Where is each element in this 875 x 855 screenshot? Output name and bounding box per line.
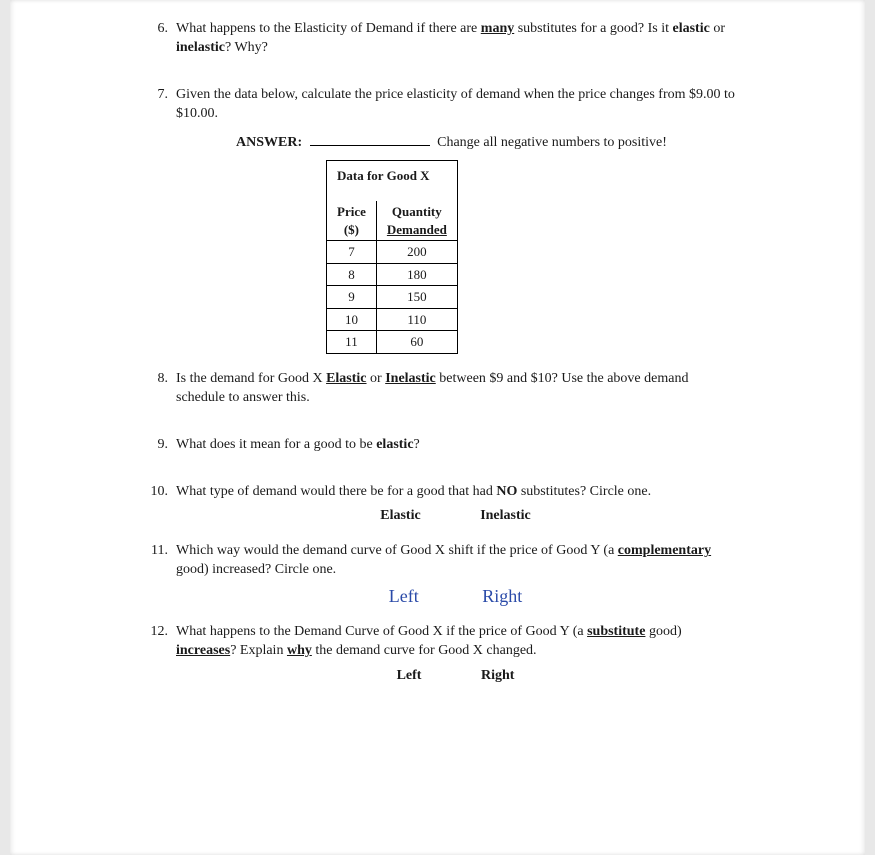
q11-hand-left[interactable]: Left — [389, 584, 419, 608]
q6-many: many — [481, 21, 514, 36]
q8-or: or — [367, 371, 386, 386]
table-row: 1160 — [327, 331, 458, 354]
q6-text-a: What happens to the Elasticity of Demand… — [176, 21, 481, 36]
q8-inelastic: Inelastic — [385, 371, 436, 386]
question-8: 8. Is the demand for Good X Elastic or I… — [150, 370, 735, 408]
worksheet-page: 6. What happens to the Elasticity of Dem… — [10, 0, 865, 855]
q10-text-b: substitutes? Circle one. — [517, 484, 651, 499]
q12-option-right[interactable]: Right — [481, 667, 514, 686]
table-row: 8180 — [327, 263, 458, 286]
q12-options: Left Right — [176, 667, 735, 686]
table-title: Data for Good X — [327, 161, 458, 201]
q10-text-a: What type of demand would there be for a… — [176, 484, 496, 499]
q9-qmark: ? — [414, 437, 420, 452]
col-qty-a: Quantity — [392, 204, 442, 219]
q10-option-inelastic[interactable]: Inelastic — [480, 507, 531, 526]
cell-q4: 60 — [376, 331, 457, 354]
col-qty-b: Demanded — [387, 222, 447, 237]
cell-p2: 9 — [327, 286, 377, 309]
q11-body: Which way would the demand curve of Good… — [176, 542, 735, 609]
cell-p0: 7 — [327, 241, 377, 264]
q6-or: or — [710, 21, 725, 36]
q12-text-a: What happens to the Demand Curve of Good… — [176, 624, 587, 639]
q8-text-a: Is the demand for Good X — [176, 371, 326, 386]
q9-body: What does it mean for a good to be elast… — [176, 436, 735, 455]
q11-handwritten-options: Left Right — [176, 584, 735, 609]
table-row: 10110 — [327, 308, 458, 331]
q12-option-left[interactable]: Left — [397, 667, 422, 686]
question-7: 7. Given the data below, calculate the p… — [150, 86, 735, 362]
col-price-b: ($) — [344, 222, 359, 237]
q11-hand-right[interactable]: Right — [482, 584, 522, 608]
q6-number: 6. — [150, 20, 176, 58]
cell-q1: 180 — [376, 263, 457, 286]
data-table: Data for Good X Price ($) Quantity Demande… — [326, 160, 458, 353]
q10-options: Elastic Inelastic — [176, 507, 735, 526]
question-11: 11. Which way would the demand curve of … — [150, 542, 735, 609]
table-row: 7200 — [327, 241, 458, 264]
q11-number: 11. — [150, 542, 176, 609]
q10-body: What type of demand would there be for a… — [176, 483, 735, 527]
cell-p1: 8 — [327, 263, 377, 286]
col-price-a: Price — [337, 204, 366, 219]
q12-sub: substitute — [587, 624, 645, 639]
q12-text-c: ? Explain — [230, 643, 287, 658]
cell-p4: 11 — [327, 331, 377, 354]
q7-note: Change all negative numbers to positive! — [437, 135, 667, 150]
q6-text-c: ? Why? — [225, 40, 268, 55]
q8-body: Is the demand for Good X Elastic or Inel… — [176, 370, 735, 408]
q8-number: 8. — [150, 370, 176, 408]
q9-text-a: What does it mean for a good to be — [176, 437, 376, 452]
question-12: 12. What happens to the Demand Curve of … — [150, 623, 735, 686]
q6-body: What happens to the Elasticity of Demand… — [176, 20, 735, 58]
q12-number: 12. — [150, 623, 176, 686]
question-9: 9. What does it mean for a good to be el… — [150, 436, 735, 455]
table-row: 9150 — [327, 286, 458, 309]
q12-text-b: good) — [645, 624, 681, 639]
q11-text-b: good) increased? Circle one. — [176, 562, 336, 577]
cell-q2: 150 — [376, 286, 457, 309]
q6-inelastic: inelastic — [176, 40, 225, 55]
question-10: 10. What type of demand would there be f… — [150, 483, 735, 527]
cell-q0: 200 — [376, 241, 457, 264]
col-qty-header: Quantity Demanded — [376, 201, 457, 241]
q6-text-b: substitutes for a good? Is it — [514, 21, 672, 36]
question-6: 6. What happens to the Elasticity of Dem… — [150, 20, 735, 58]
q6-elastic: elastic — [673, 21, 710, 36]
q7-table-wrap: Data for Good X Price ($) Quantity Demande… — [326, 160, 735, 353]
q7-number: 7. — [150, 86, 176, 362]
cell-q3: 110 — [376, 308, 457, 331]
q8-elastic: Elastic — [326, 371, 366, 386]
q7-text-a: Given the data below, calculate the pric… — [176, 87, 735, 121]
q7-body: Given the data below, calculate the pric… — [176, 86, 735, 362]
q7-answer-line: ANSWER: Change all negative numbers to p… — [236, 134, 735, 153]
q10-number: 10. — [150, 483, 176, 527]
q10-option-elastic[interactable]: Elastic — [380, 507, 420, 526]
q12-text-d: the demand curve for Good X changed. — [312, 643, 537, 658]
cell-p3: 10 — [327, 308, 377, 331]
q10-no: NO — [496, 484, 517, 499]
q7-answer-blank[interactable] — [310, 134, 430, 146]
q11-text-a: Which way would the demand curve of Good… — [176, 543, 618, 558]
q12-why: why — [287, 643, 312, 658]
q9-elastic: elastic — [376, 437, 413, 452]
q11-comp: complementary — [618, 543, 711, 558]
q12-inc: increases — [176, 643, 230, 658]
q7-answer-label: ANSWER: — [236, 135, 302, 150]
col-price-header: Price ($) — [327, 201, 377, 241]
q12-body: What happens to the Demand Curve of Good… — [176, 623, 735, 686]
q9-number: 9. — [150, 436, 176, 455]
